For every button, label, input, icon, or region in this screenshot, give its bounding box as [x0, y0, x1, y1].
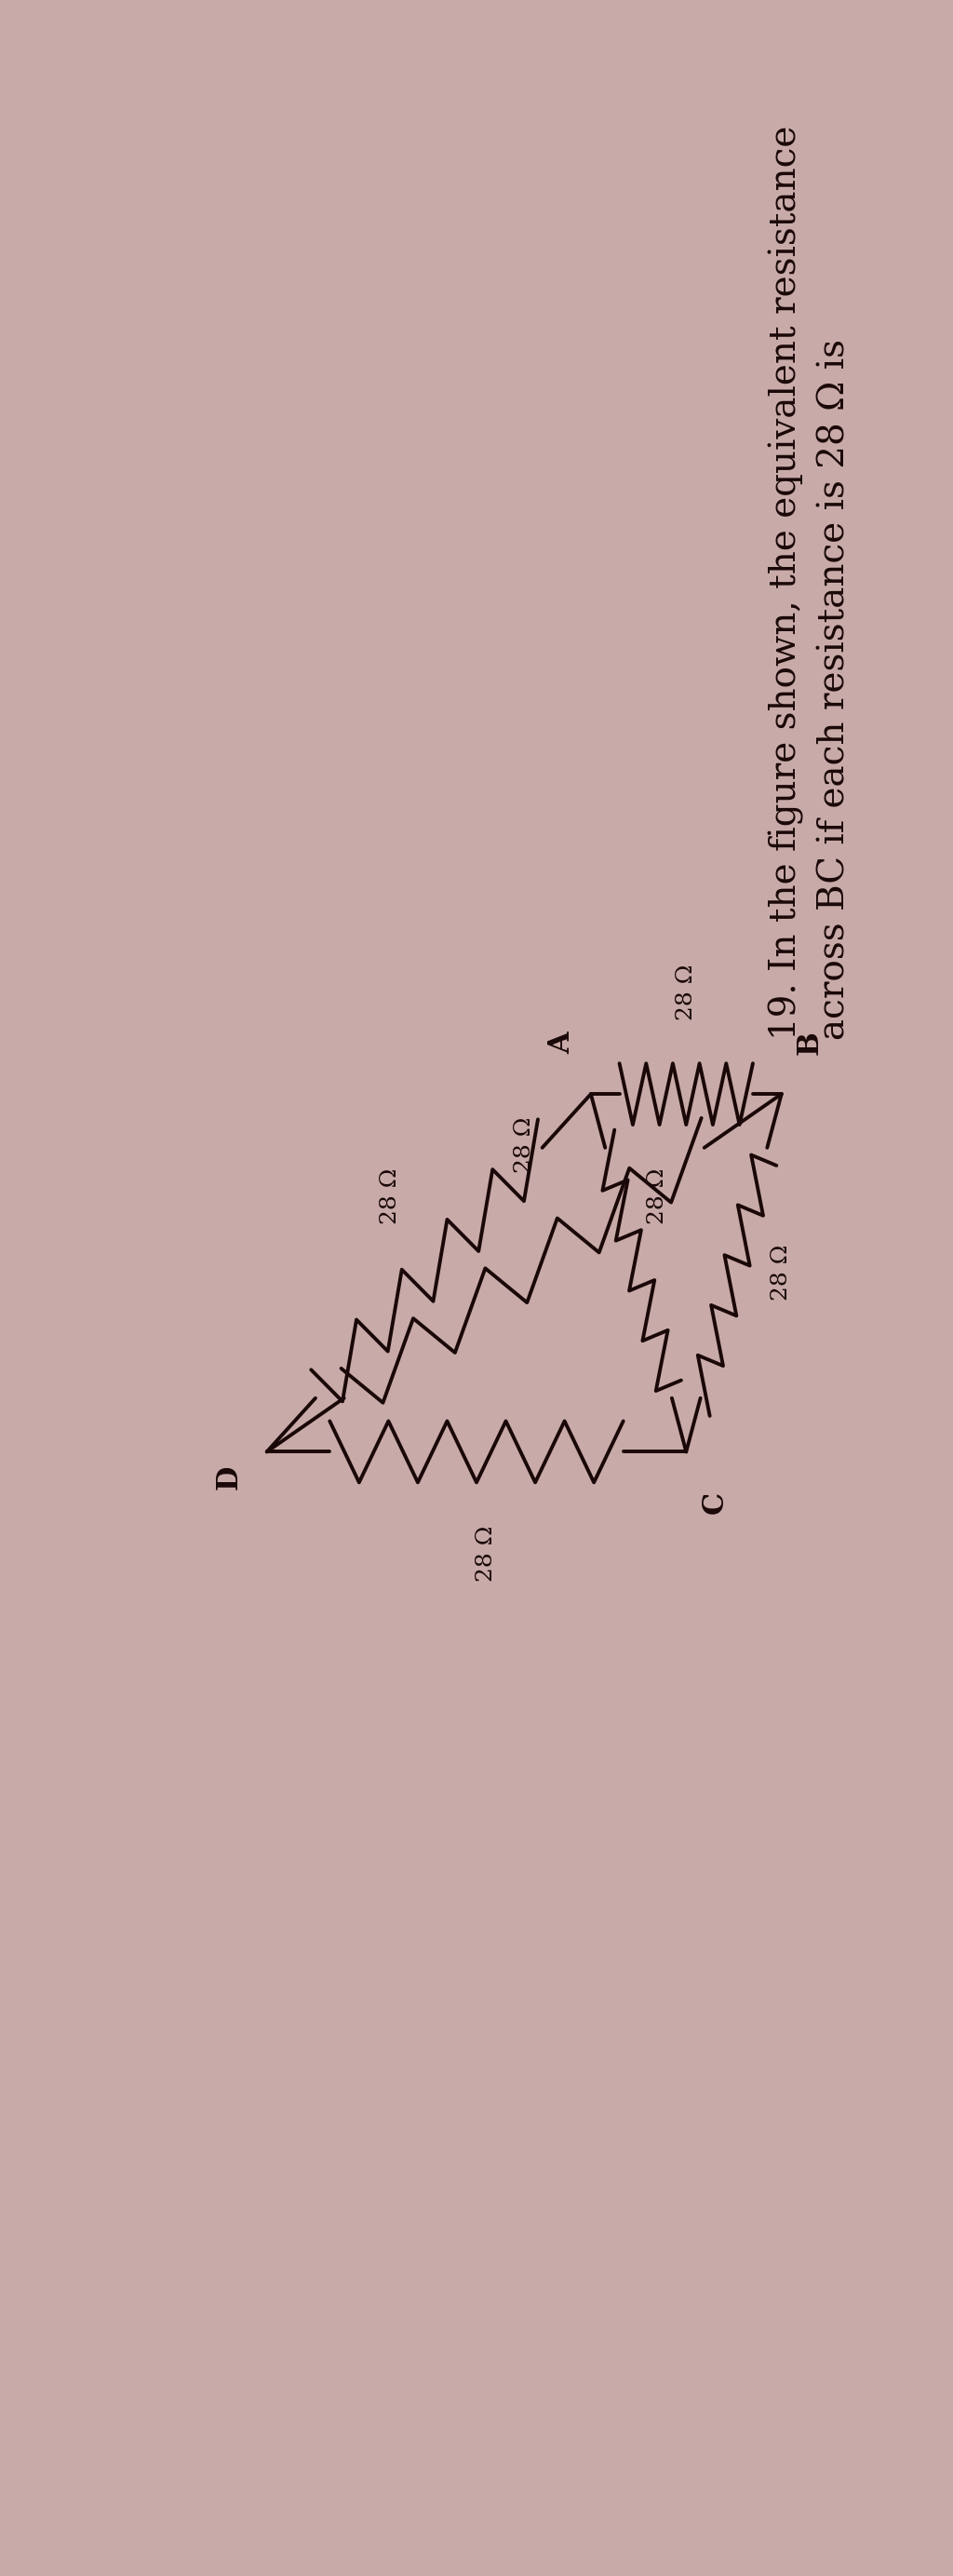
Text: C: C — [700, 1492, 729, 1515]
Text: 28 Ω: 28 Ω — [676, 963, 697, 1020]
Text: 28 Ω: 28 Ω — [514, 1118, 535, 1172]
Text: 28 Ω: 28 Ω — [771, 1244, 792, 1301]
Text: 28 Ω: 28 Ω — [476, 1525, 497, 1582]
Text: 19. In the figure shown, the equivalent resistance
across BC if each resistance : 19. In the figure shown, the equivalent … — [768, 126, 852, 1041]
Text: 28 Ω: 28 Ω — [647, 1167, 668, 1224]
Text: B: B — [796, 1030, 824, 1056]
Text: A: A — [548, 1033, 577, 1054]
Text: 28 Ω: 28 Ω — [380, 1167, 401, 1224]
Text: D: D — [214, 1466, 243, 1489]
